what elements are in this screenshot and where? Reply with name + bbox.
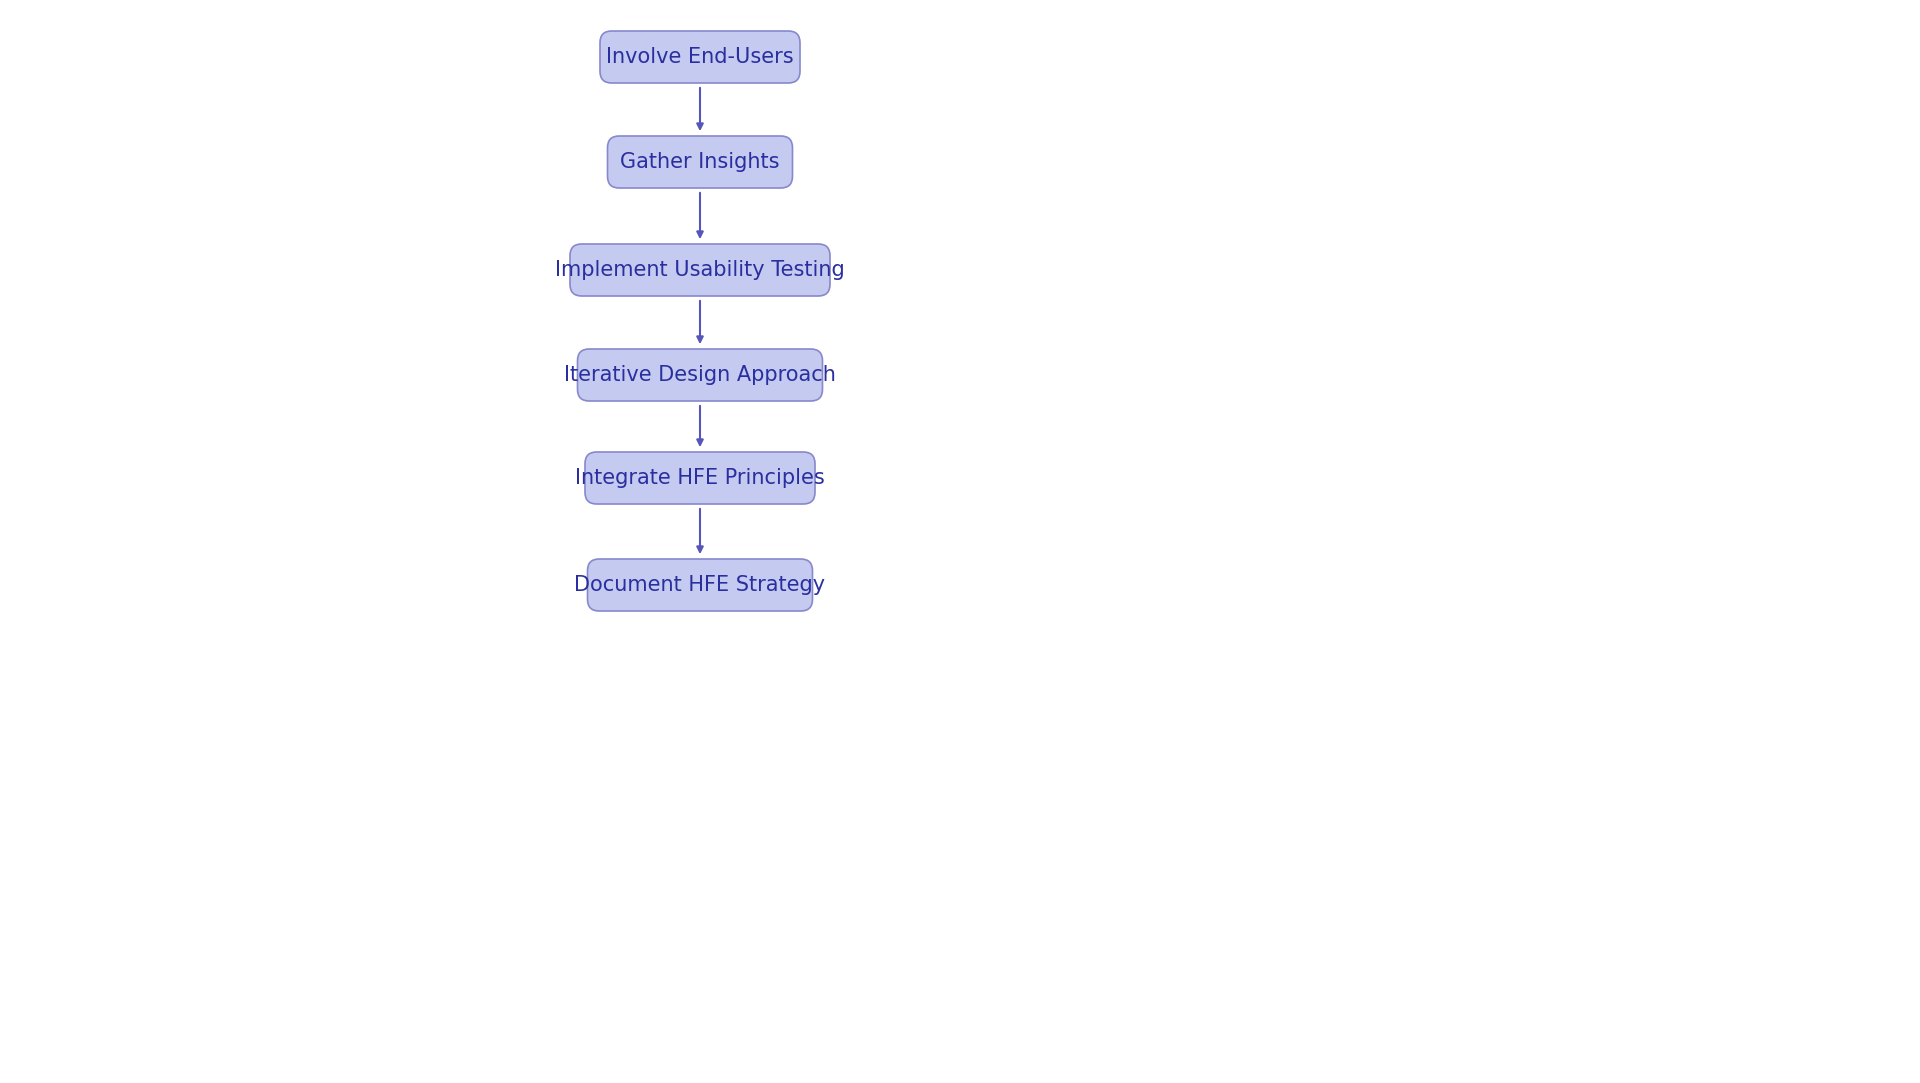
Text: Integrate HFE Principles: Integrate HFE Principles [576, 468, 826, 488]
FancyBboxPatch shape [588, 559, 812, 611]
FancyBboxPatch shape [599, 31, 801, 83]
FancyBboxPatch shape [578, 349, 822, 401]
Text: Implement Usability Testing: Implement Usability Testing [555, 260, 845, 280]
Text: Iterative Design Approach: Iterative Design Approach [564, 365, 835, 384]
FancyBboxPatch shape [570, 244, 829, 296]
Text: Document HFE Strategy: Document HFE Strategy [574, 575, 826, 595]
Text: Gather Insights: Gather Insights [620, 152, 780, 172]
FancyBboxPatch shape [586, 452, 814, 504]
Text: Involve End-Users: Involve End-Users [607, 47, 793, 67]
FancyBboxPatch shape [607, 136, 793, 188]
